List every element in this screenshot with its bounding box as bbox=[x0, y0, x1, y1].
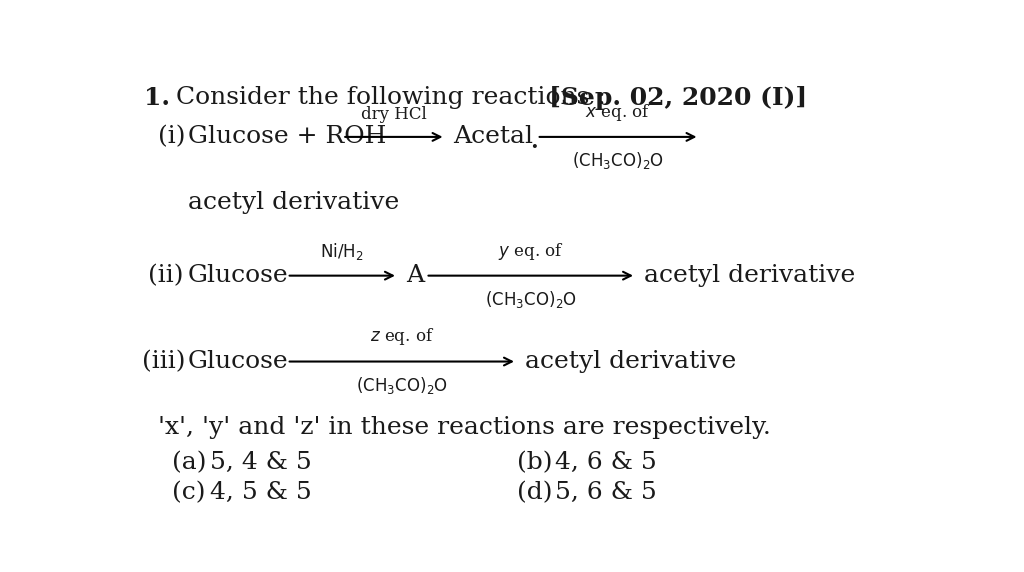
Text: dry HCl: dry HCl bbox=[361, 106, 427, 123]
Text: $(\mathrm{CH_3CO})_2\mathrm{O}$: $(\mathrm{CH_3CO})_2\mathrm{O}$ bbox=[355, 375, 447, 396]
Text: (d): (d) bbox=[517, 481, 552, 504]
Text: 5, 4 & 5: 5, 4 & 5 bbox=[210, 451, 311, 474]
Text: $z$ eq. of: $z$ eq. of bbox=[370, 327, 434, 347]
Text: acetyl derivative: acetyl derivative bbox=[644, 264, 855, 287]
Text: (a): (a) bbox=[172, 451, 206, 474]
Text: Glucose: Glucose bbox=[187, 350, 288, 373]
Text: $(\mathrm{CH_3CO})_2\mathrm{O}$: $(\mathrm{CH_3CO})_2\mathrm{O}$ bbox=[484, 289, 577, 310]
Text: (i): (i) bbox=[158, 125, 185, 148]
Text: $(\mathrm{CH_3CO})_2\mathrm{O}$: $(\mathrm{CH_3CO})_2\mathrm{O}$ bbox=[572, 150, 665, 171]
Text: Glucose + ROH: Glucose + ROH bbox=[187, 125, 386, 148]
Text: (iii): (iii) bbox=[142, 350, 185, 373]
Text: 1.: 1. bbox=[143, 86, 170, 110]
Text: (b): (b) bbox=[517, 451, 552, 474]
Text: A: A bbox=[406, 264, 424, 287]
Text: acetyl derivative: acetyl derivative bbox=[524, 350, 736, 373]
Text: (c): (c) bbox=[172, 481, 205, 504]
Text: $\mathrm{Ni/H_2}$: $\mathrm{Ni/H_2}$ bbox=[321, 241, 365, 261]
Text: Consider the following reactions :: Consider the following reactions : bbox=[176, 86, 605, 109]
Text: acetyl derivative: acetyl derivative bbox=[187, 192, 398, 214]
Text: $y$ eq. of: $y$ eq. of bbox=[498, 241, 563, 261]
Text: 'x', 'y' and 'z' in these reactions are respectively.: 'x', 'y' and 'z' in these reactions are … bbox=[158, 416, 771, 439]
Text: 4, 6 & 5: 4, 6 & 5 bbox=[555, 451, 656, 474]
Text: $x$ eq. of: $x$ eq. of bbox=[585, 102, 651, 123]
Text: Glucose: Glucose bbox=[187, 264, 288, 287]
Text: Acetal: Acetal bbox=[454, 125, 534, 148]
Text: .: . bbox=[528, 124, 539, 154]
Text: 4, 5 & 5: 4, 5 & 5 bbox=[210, 481, 311, 504]
Text: 5, 6 & 5: 5, 6 & 5 bbox=[555, 481, 656, 504]
Text: [Sep. 02, 2020 (I)]: [Sep. 02, 2020 (I)] bbox=[549, 86, 807, 110]
Text: (ii): (ii) bbox=[147, 264, 183, 287]
